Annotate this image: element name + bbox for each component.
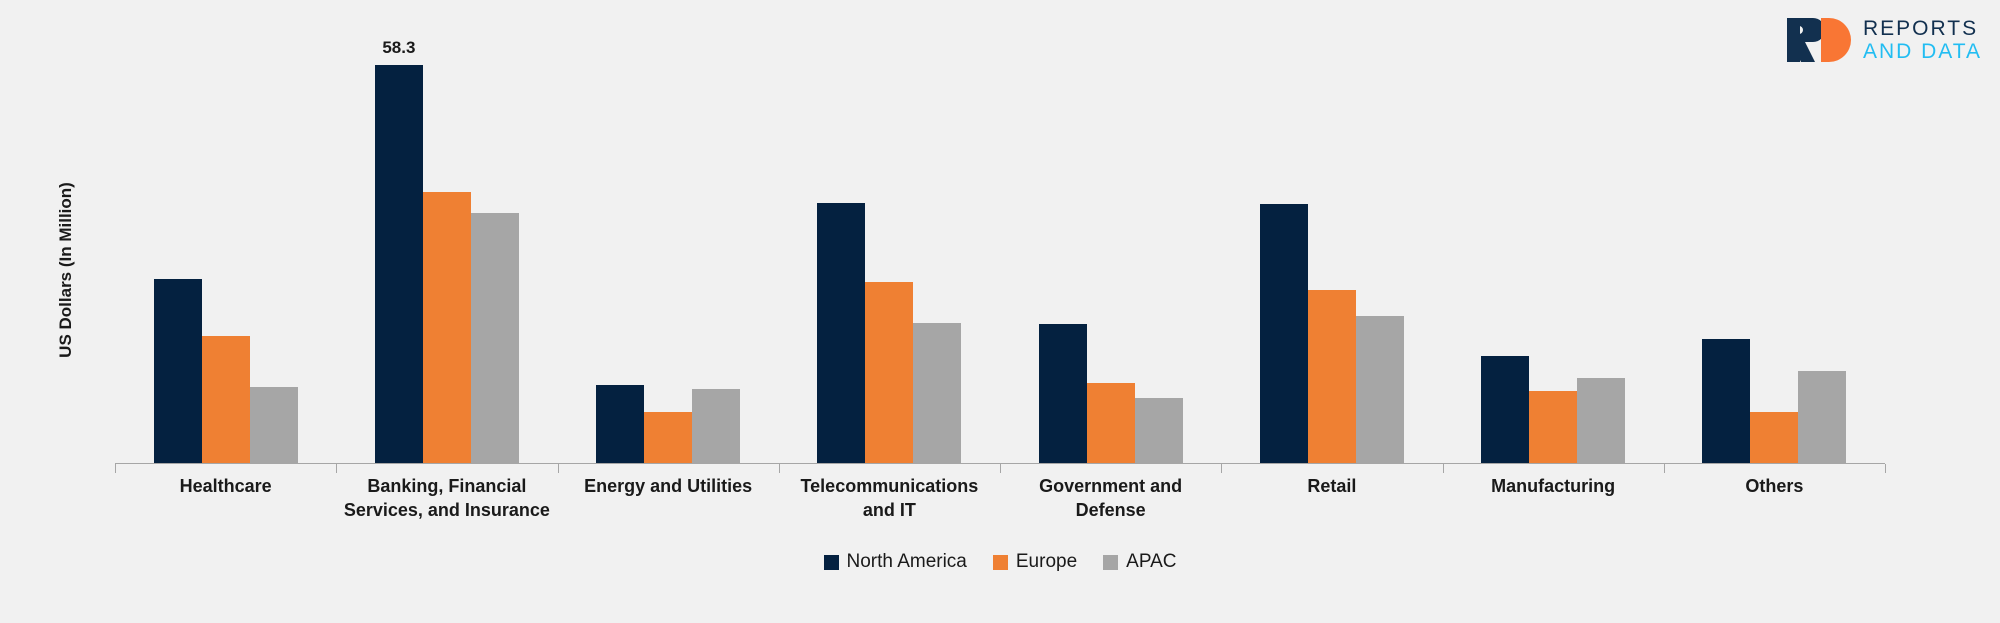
bar-europe[interactable]: [1529, 391, 1578, 463]
bar-group: [1000, 40, 1221, 463]
y-axis-title-text: US Dollars (In Million): [56, 182, 76, 358]
bar-europe[interactable]: [422, 192, 471, 463]
logo-text-line1: REPORTS: [1862, 17, 1979, 40]
category-label: Others: [1745, 476, 1804, 496]
category-label: Telecommunications and IT: [800, 476, 979, 521]
legend-swatch-icon: [992, 554, 1008, 570]
rd-monogram-icon: [1785, 14, 1853, 66]
bar-apac[interactable]: [913, 322, 962, 463]
category-label: Retail: [1307, 476, 1357, 496]
legend-item[interactable]: Europe: [992, 551, 1078, 573]
bar-europe[interactable]: [201, 336, 250, 463]
bar-north-america[interactable]: [1259, 204, 1308, 463]
x-axis-tick: [778, 464, 780, 473]
x-axis-tick: [557, 464, 559, 473]
bar-group: [1664, 40, 1885, 463]
x-axis-tick: [115, 464, 116, 473]
chart-legend: North America Europe APAC: [0, 551, 2000, 573]
x-axis-tick: [1885, 464, 1886, 473]
bar-apac[interactable]: [1577, 377, 1626, 463]
bar-apac[interactable]: [1798, 370, 1847, 463]
bar-value-label: 58.3: [382, 38, 416, 58]
bar-group: [1221, 40, 1442, 463]
bar-europe[interactable]: [1307, 289, 1356, 463]
brand-logo: REPORTS AND DATA: [1785, 14, 1982, 66]
category-label: Energy and Utilities: [584, 476, 753, 496]
legend-label: North America: [846, 551, 967, 572]
bar-north-america[interactable]: [1481, 355, 1530, 463]
legend-swatch-icon: [1103, 554, 1119, 570]
bar-group: [336, 40, 557, 463]
x-axis-tick: [1000, 464, 1001, 473]
x-axis-tick: [1442, 464, 1444, 473]
bar-europe[interactable]: [644, 411, 693, 463]
bar-apac[interactable]: [692, 388, 741, 463]
x-axis-tick: [1221, 464, 1223, 473]
category-label: Healthcare: [179, 476, 272, 496]
legend-label: Europe: [1015, 551, 1078, 572]
bar-apac[interactable]: [1134, 398, 1183, 463]
bar-apac[interactable]: [249, 387, 298, 463]
bar-group: [115, 40, 336, 463]
x-axis-tick: [336, 464, 338, 473]
plot-area: [115, 40, 1885, 463]
bar-apac[interactable]: [1355, 315, 1404, 463]
legend-label: APAC: [1126, 551, 1177, 572]
bar-north-america[interactable]: [817, 203, 866, 463]
legend-item[interactable]: North America: [823, 551, 967, 573]
bar-apac[interactable]: [470, 212, 519, 463]
legend-item[interactable]: APAC: [1103, 551, 1177, 573]
bar-europe[interactable]: [1086, 383, 1135, 463]
bar-north-america[interactable]: [1702, 338, 1751, 463]
bar-north-america[interactable]: [1038, 323, 1087, 463]
legend-swatch-icon: [823, 554, 839, 570]
logo-text-line2: AND DATA: [1862, 40, 1982, 63]
x-axis-line: [115, 463, 1885, 464]
bar-north-america[interactable]: [374, 65, 423, 463]
bar-europe[interactable]: [865, 281, 914, 463]
y-axis-title: US Dollars (In Million): [54, 60, 78, 480]
category-label: Government and Defense: [1039, 476, 1183, 521]
bar-europe[interactable]: [1750, 411, 1799, 463]
bar-north-america[interactable]: [153, 278, 202, 463]
bar-group: [558, 40, 779, 463]
bar-north-america[interactable]: [596, 384, 645, 463]
x-axis-tick: [1663, 464, 1665, 473]
bar-group: [779, 40, 1000, 463]
category-label: Banking, Financial Services, and Insuran…: [343, 476, 550, 521]
category-label: Manufacturing: [1491, 476, 1616, 496]
bar-group: [1443, 40, 1664, 463]
